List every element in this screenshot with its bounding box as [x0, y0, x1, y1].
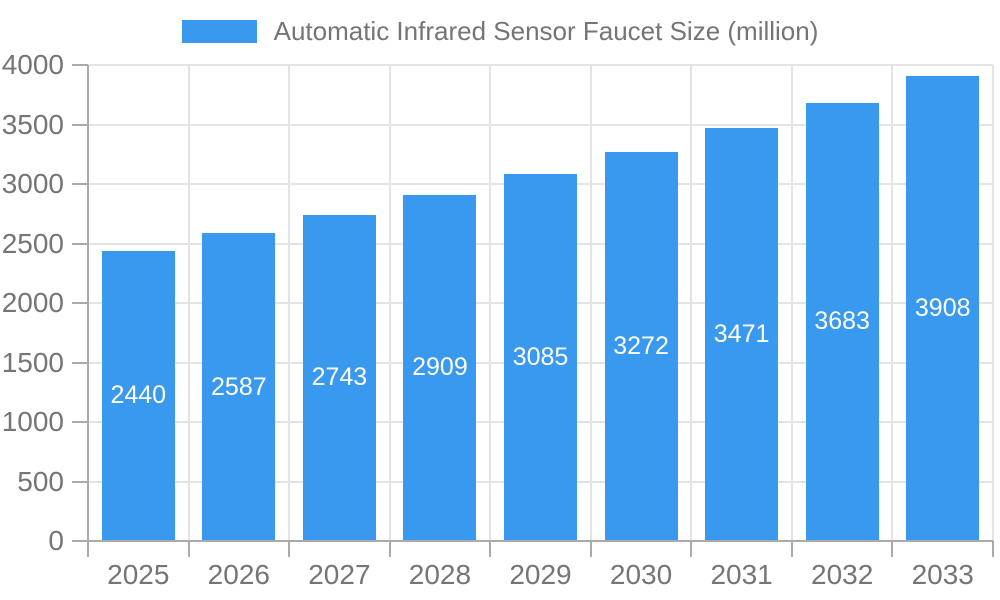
x-tick-label: 2026: [207, 559, 270, 590]
gridline-horizontal: [88, 123, 993, 126]
bar: [504, 173, 577, 541]
bar: [202, 233, 276, 541]
gridline-vertical: [489, 65, 492, 541]
bar: [101, 250, 175, 541]
x-axis-tick: [589, 541, 592, 557]
x-axis-tick: [690, 541, 693, 557]
gridline-vertical: [388, 65, 391, 541]
bar: [403, 194, 477, 541]
x-axis-tick: [288, 541, 291, 557]
y-tick-label: 1000: [1, 406, 64, 437]
x-axis-tick: [891, 541, 894, 557]
x-axis-line: [88, 540, 993, 542]
y-tick-label: 1500: [1, 346, 64, 378]
bar-value-label: 3908: [914, 293, 971, 322]
x-tick-label: 2033: [911, 559, 974, 590]
bar: [302, 214, 376, 541]
x-tick-label: 2028: [408, 559, 472, 590]
x-tick-label: 2025: [107, 559, 170, 590]
x-tick-label: 2027: [308, 559, 371, 590]
x-axis-tick: [992, 541, 994, 557]
bar: [705, 127, 779, 541]
x-tick-label: 2032: [811, 559, 874, 590]
y-tick-label: 0: [48, 525, 64, 556]
bar: [906, 75, 980, 541]
y-axis-tick: [72, 64, 88, 66]
gridline-horizontal: [88, 64, 993, 66]
gridline-vertical: [992, 65, 994, 541]
bar-value-label: 3471: [713, 319, 770, 348]
x-tick-label: 2030: [609, 559, 673, 590]
gridline-vertical: [187, 65, 190, 541]
x-tick-label: 2031: [710, 559, 773, 590]
y-tick-label: 3500: [1, 108, 64, 140]
x-axis-tick: [87, 541, 89, 557]
y-axis-tick: [72, 242, 88, 245]
y-tick-label: 4000: [1, 49, 64, 80]
y-axis-tick: [72, 480, 88, 483]
bar-value-label: 3085: [512, 342, 569, 371]
x-tick-label: 2029: [509, 559, 572, 590]
x-axis-tick: [388, 541, 391, 557]
chart-legend[interactable]: Automatic Infrared Sensor Faucet Size (m…: [0, 16, 1000, 46]
legend-swatch: [181, 19, 257, 43]
y-axis-tick: [72, 421, 88, 423]
y-axis-tick: [72, 183, 88, 185]
bar-value-label: 2587: [211, 372, 267, 401]
y-axis-tick: [72, 302, 88, 304]
bar-value-label: 2909: [412, 353, 468, 382]
y-axis-tick: [72, 540, 88, 542]
y-tick-label: 3000: [1, 168, 64, 199]
gridline-vertical: [288, 65, 291, 541]
bar: [805, 102, 879, 541]
bar-value-label: 3683: [814, 307, 870, 336]
gridline-vertical: [589, 65, 592, 541]
y-tick-label: 2000: [1, 287, 64, 318]
y-tick-label: 500: [17, 465, 64, 497]
gridline-vertical: [891, 65, 894, 541]
legend-label: Automatic Infrared Sensor Faucet Size (m…: [273, 15, 819, 46]
gridline-vertical: [790, 65, 793, 541]
bar: [604, 151, 678, 541]
bar-value-label: 2440: [110, 381, 167, 410]
x-axis-tick: [790, 541, 793, 557]
bar-value-label: 2743: [311, 363, 368, 392]
x-axis-tick: [489, 541, 492, 557]
bar-value-label: 3272: [613, 331, 669, 360]
y-axis-tick: [72, 361, 88, 364]
y-axis-line: [87, 65, 89, 541]
y-axis-tick: [72, 123, 88, 126]
x-axis-tick: [187, 541, 190, 557]
y-tick-label: 2500: [1, 227, 64, 259]
gridline-vertical: [690, 65, 693, 541]
